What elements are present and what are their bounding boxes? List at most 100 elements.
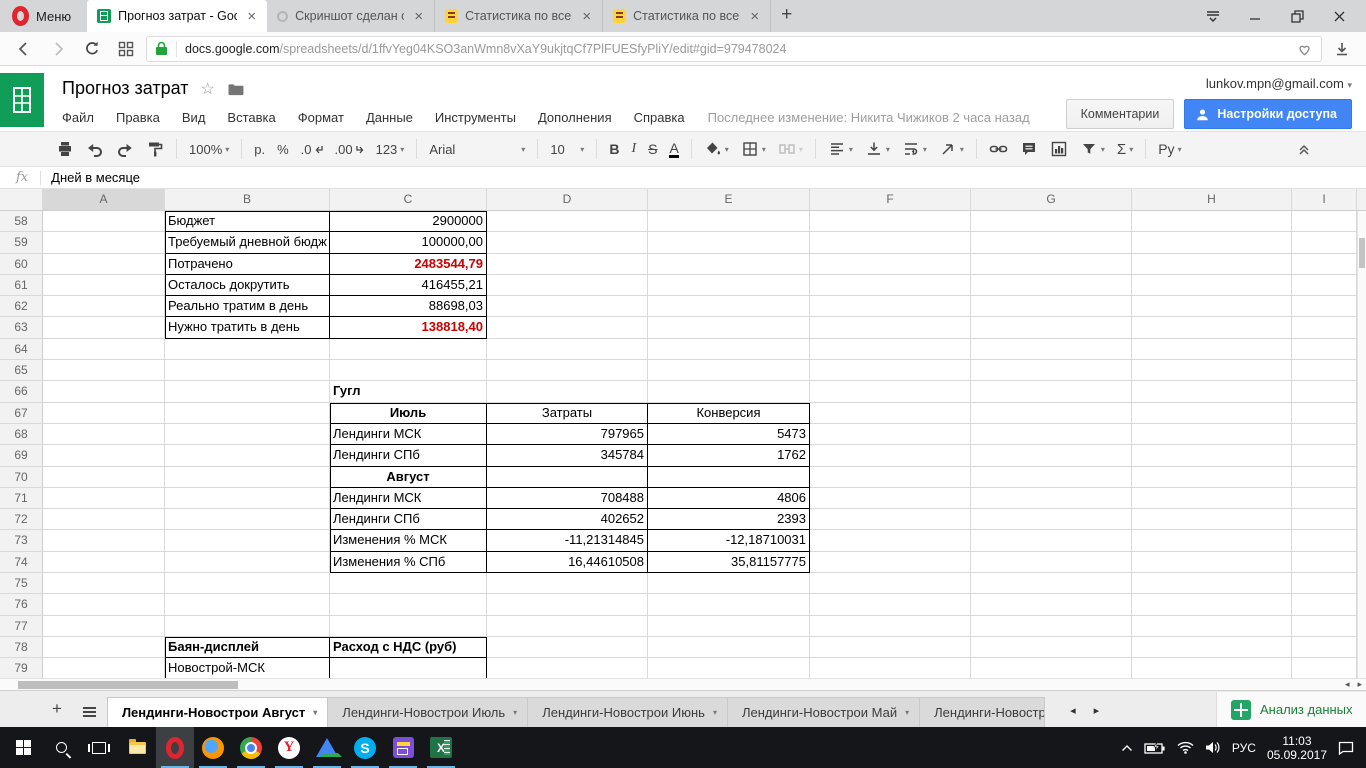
cell-A58[interactable] [43,211,165,233]
volume-icon[interactable] [1205,741,1221,754]
cell-E78[interactable] [648,636,810,659]
battery-icon[interactable] [1144,741,1166,754]
row-header-77[interactable]: 77 [0,615,43,637]
cell-E59[interactable] [648,232,810,254]
cell-F67[interactable] [810,402,971,424]
cell-G66[interactable] [971,381,1132,403]
cell-B79[interactable]: Новострой-МСК [165,658,330,678]
add-sheet-button[interactable]: + [52,699,62,718]
horizontal-align-button[interactable]: ▾ [822,136,859,162]
cell-H78[interactable] [1132,636,1292,659]
cell-G79[interactable] [971,658,1132,678]
cell-H70[interactable] [1132,466,1292,488]
font-select[interactable]: Arial ▾ [429,141,526,157]
column-header-H[interactable]: H [1132,189,1292,210]
cell-I64[interactable] [1292,338,1357,361]
cell-A67[interactable] [43,402,165,424]
cell-I73[interactable] [1292,530,1357,552]
cell-E60[interactable] [648,253,810,275]
cell-D60[interactable] [487,253,648,275]
cell-D62[interactable] [487,296,648,318]
cell-B61[interactable]: Осталось докрутить [165,274,330,297]
cell-A70[interactable] [43,466,165,488]
cell-F79[interactable] [810,658,971,678]
cell-F68[interactable] [810,423,971,446]
cell-F76[interactable] [810,594,971,616]
cell-A77[interactable] [43,615,165,637]
row-header-65[interactable]: 65 [0,360,43,382]
cell-D65[interactable] [487,360,648,382]
close-window-button[interactable] [1322,2,1356,30]
formula-bar[interactable]: fx Дней в месяце [0,167,1366,189]
cell-I78[interactable] [1292,636,1357,659]
horizontal-scrollbar-thumb[interactable] [18,681,238,689]
cell-D69[interactable]: 345784 [487,445,648,467]
cell-G59[interactable] [971,232,1132,254]
sheet-tab[interactable]: Лендинги-Новострои Май ▾ [726,697,921,727]
forward-button[interactable] [44,35,72,63]
cell-C72[interactable]: Лендинги СПб [330,509,487,531]
cell-G64[interactable] [971,338,1132,361]
cell-B70[interactable] [165,466,330,488]
sheet-tab-menu-icon[interactable]: ▾ [513,708,518,717]
sheet-scroll-right-icon[interactable]: ▸ [1093,705,1100,717]
cell-B58[interactable]: Бюджет [165,211,330,233]
font-size-select[interactable]: 10 ▾ [550,141,585,157]
print-button[interactable] [50,136,80,162]
cell-F77[interactable] [810,615,971,637]
cell-F74[interactable] [810,551,971,574]
italic-button[interactable]: I [631,141,637,156]
cell-B66[interactable] [165,381,330,403]
keyboard-language[interactable]: РУС [1231,740,1256,755]
paint-format-button[interactable] [140,136,170,162]
cell-H77[interactable] [1132,615,1292,637]
cell-I71[interactable] [1292,487,1357,510]
grid-corner[interactable] [0,189,43,210]
cell-D79[interactable] [487,658,648,678]
bold-button[interactable]: B [609,141,620,157]
taskbar-app-direct-commander[interactable] [384,727,422,768]
horizontal-scrollbar[interactable]: ◂ ▸ [0,678,1366,690]
cell-A62[interactable] [43,296,165,318]
cell-D75[interactable] [487,573,648,595]
cell-E69[interactable]: 1762 [648,445,810,467]
cell-A68[interactable] [43,423,165,446]
column-header-A[interactable]: A [43,189,165,210]
cell-H74[interactable] [1132,551,1292,574]
cell-B64[interactable] [165,338,330,361]
cell-E77[interactable] [648,615,810,637]
row-header-72[interactable]: 72 [0,509,43,531]
cell-E72[interactable]: 2393 [648,509,810,531]
row-header-70[interactable]: 70 [0,466,43,488]
cell-H61[interactable] [1132,274,1292,297]
browser-tab[interactable]: Статистика по всем камп × [435,0,604,32]
cell-G67[interactable] [971,402,1132,424]
format-percent-button[interactable]: % [277,141,289,157]
cell-F75[interactable] [810,573,971,595]
column-header-B[interactable]: B [165,189,330,210]
row-header-67[interactable]: 67 [0,402,43,424]
cell-I67[interactable] [1292,402,1357,424]
row-header-71[interactable]: 71 [0,487,43,510]
cell-B67[interactable] [165,402,330,424]
row-header-60[interactable]: 60 [0,253,43,275]
redo-button[interactable] [110,136,140,162]
cell-C61[interactable]: 416455,21 [330,274,487,297]
cell-D64[interactable] [487,338,648,361]
cell-I76[interactable] [1292,594,1357,616]
cell-F70[interactable] [810,466,971,488]
cell-D72[interactable]: 402652 [487,509,648,531]
cell-D58[interactable] [487,211,648,233]
new-tab-button[interactable]: + [781,4,793,25]
speed-dial-icon[interactable] [112,35,140,63]
cell-C79[interactable] [330,658,487,678]
comments-button[interactable]: Комментарии [1065,99,1175,129]
cell-G77[interactable] [971,615,1132,637]
cell-B75[interactable] [165,573,330,595]
cell-B76[interactable] [165,594,330,616]
taskbar-app-chrome[interactable] [232,727,270,768]
cell-I60[interactable] [1292,253,1357,275]
increase-decimals-button[interactable]: .00 [329,136,370,162]
cell-F62[interactable] [810,296,971,318]
cell-D74[interactable]: 16,44610508 [487,551,648,574]
